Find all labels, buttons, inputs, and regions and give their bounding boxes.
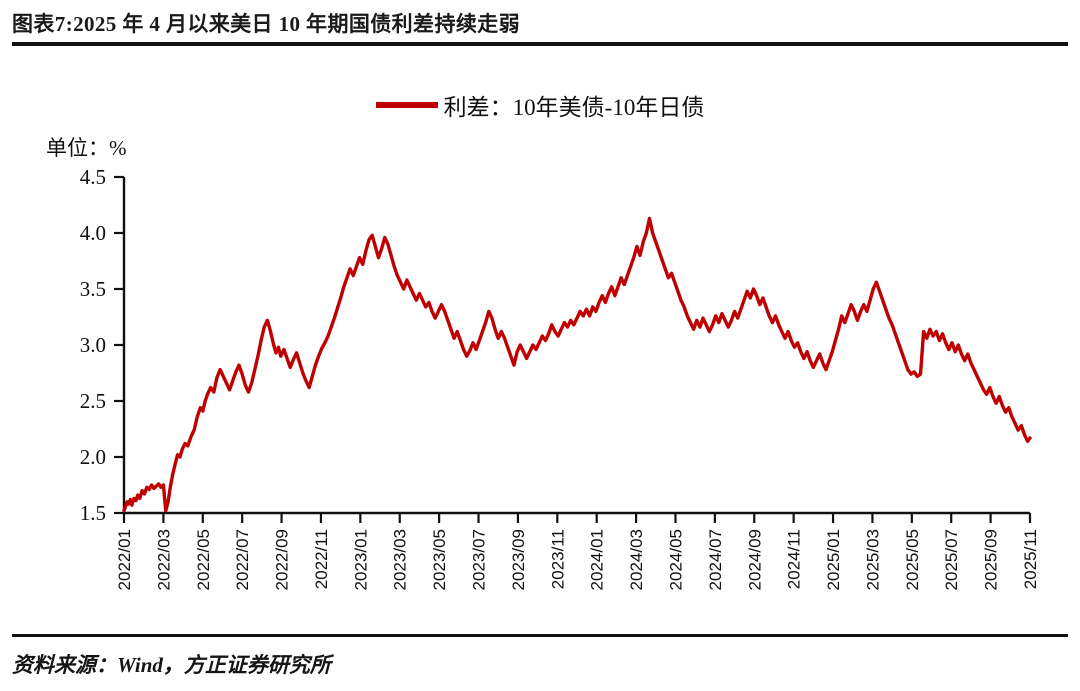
x-tick-label: 2022/11 xyxy=(312,529,331,589)
y-tick-label: 4.0 xyxy=(80,221,106,245)
y-tick-label: 4.5 xyxy=(80,165,106,189)
x-tick-label: 2023/01 xyxy=(351,529,370,590)
x-axis-tick-labels: 2022/01 2022/03 2022/05 2022/07 2022/09 2022/… xyxy=(115,529,1040,590)
x-tick-label: 2024/01 xyxy=(588,529,607,590)
y-tick-label: 2.5 xyxy=(80,389,106,413)
x-tick-label: 2023/09 xyxy=(509,529,528,590)
footer-divider xyxy=(12,634,1068,637)
x-tick-label: 2024/07 xyxy=(706,529,725,590)
x-tick-label: 2025/07 xyxy=(942,529,961,590)
x-tick-label: 2025/11 xyxy=(1021,529,1040,589)
x-tick-label: 2022/07 xyxy=(233,529,252,590)
x-tick-label: 2025/05 xyxy=(903,529,922,590)
y-axis-tick-marks xyxy=(114,175,124,515)
x-tick-label: 2024/05 xyxy=(666,529,685,590)
y-tick-label: 2.0 xyxy=(80,445,106,469)
x-tick-label: 2022/09 xyxy=(273,529,292,590)
legend-line-swatch-icon xyxy=(375,102,438,108)
x-tick-label: 2025/03 xyxy=(863,529,882,590)
x-tick-label: 2025/01 xyxy=(824,529,843,590)
chart-legend: 利差：10年美债-10年日债 xyxy=(0,88,1080,122)
page-title: 图表7:2025 年 4 月以来美日 10 年期国债利差持续走弱 xyxy=(12,12,521,36)
source-note: 资料来源：Wind，方正证券研究所 xyxy=(12,653,331,677)
x-tick-label: 2022/03 xyxy=(154,529,173,590)
y-tick-label: 3.5 xyxy=(80,277,106,301)
y-tick-label: 3.0 xyxy=(80,333,106,357)
x-tick-label: 2023/03 xyxy=(391,529,410,590)
data-series-line xyxy=(122,216,1032,513)
x-tick-label: 2024/09 xyxy=(745,529,764,590)
chart-title-block: 图表7:2025 年 4 月以来美日 10 年期国债利差持续走弱 xyxy=(12,10,1068,46)
y-axis-unit-label: 单位：% xyxy=(46,136,127,160)
chart-footer-block: 资料来源：Wind，方正证券研究所 xyxy=(12,634,1068,679)
x-tick-label: 2025/09 xyxy=(982,529,1001,590)
legend-label: 利差：10年美债-10年日债 xyxy=(443,95,705,120)
x-tick-label: 2023/11 xyxy=(548,529,567,589)
legend-item-spread: 利差：10年美债-10年日债 xyxy=(375,88,705,122)
y-tick-label: 1.5 xyxy=(80,501,106,525)
x-tick-label: 2022/01 xyxy=(115,529,134,590)
y-axis-tick-labels: 1.5 2.0 2.5 3.0 3.5 4.0 4.5 xyxy=(80,165,106,525)
x-axis-tick-marks xyxy=(122,513,1032,523)
x-tick-label: 2024/11 xyxy=(785,529,804,589)
x-tick-label: 2022/05 xyxy=(194,529,213,590)
x-tick-label: 2023/05 xyxy=(430,529,449,590)
x-tick-label: 2023/07 xyxy=(470,529,489,590)
x-tick-label: 2024/03 xyxy=(627,529,646,590)
title-divider xyxy=(12,42,1068,46)
